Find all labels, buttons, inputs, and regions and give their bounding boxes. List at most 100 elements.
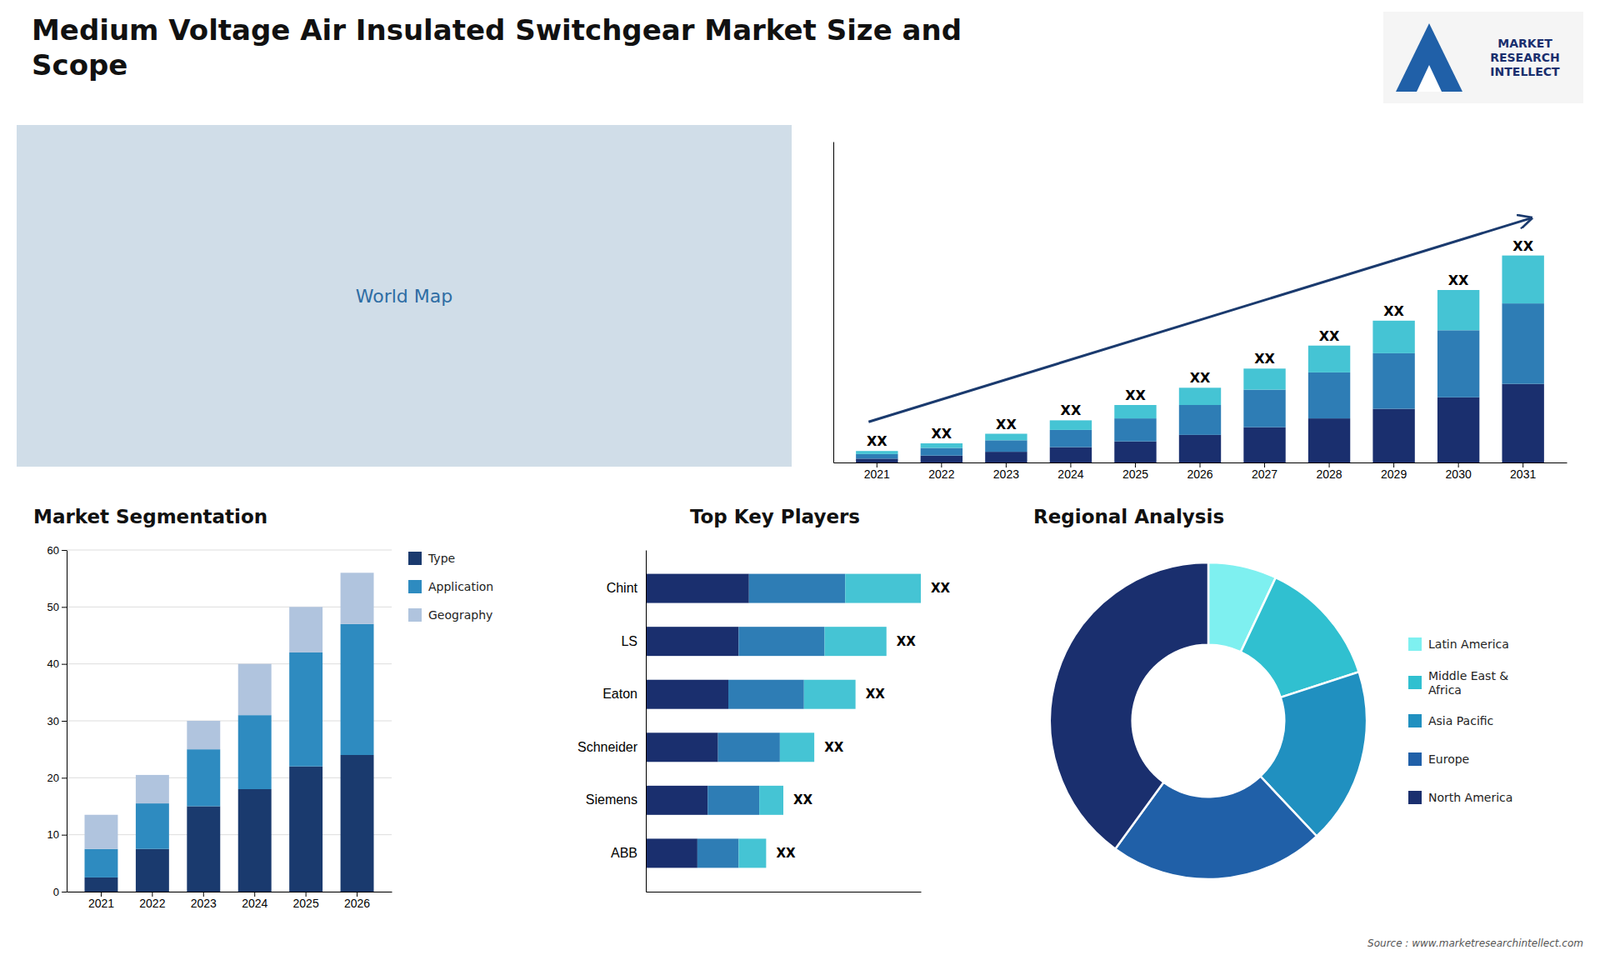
source: Source : www.marketresearchintellect.com xyxy=(1367,937,1584,950)
bar xyxy=(340,572,375,625)
tick-label: 2026 xyxy=(1186,467,1213,481)
bar xyxy=(728,680,805,710)
bar xyxy=(135,803,170,850)
tick: 2026 xyxy=(1186,462,1213,481)
tick-label: 2023 xyxy=(993,467,1020,481)
tick: 2031 xyxy=(1510,462,1536,481)
tick: 2024 xyxy=(241,891,268,910)
bar xyxy=(135,849,170,892)
logo-text: MARKETRESEARCHINTELLECT xyxy=(1490,36,1560,79)
axis: 202120222023202420252026 xyxy=(67,891,393,910)
bar xyxy=(1050,430,1092,448)
tick: 2023 xyxy=(190,891,217,910)
text-line: Asia Pacific xyxy=(1428,714,1494,728)
bar xyxy=(1243,427,1285,463)
text-line: INTELLECT xyxy=(1490,65,1560,79)
tick: ABB xyxy=(610,845,646,860)
tick-mark xyxy=(61,664,67,665)
series xyxy=(84,572,374,849)
tick: LS xyxy=(620,634,646,649)
bar xyxy=(645,838,698,868)
bar-label: XX xyxy=(793,792,814,808)
bar xyxy=(780,732,815,762)
tick-label: Eaton xyxy=(602,686,638,701)
legend-label: North America xyxy=(1428,790,1513,805)
legend-swatch xyxy=(408,551,422,565)
legend-item: North America xyxy=(1408,790,1513,805)
bar-label: XX xyxy=(995,416,1017,433)
tick: 2030 xyxy=(1445,462,1472,481)
tick-label: 10 xyxy=(47,828,60,841)
slices xyxy=(1050,562,1367,880)
axis: 0102030405060 xyxy=(47,544,68,899)
legend: TypeApplicationGeography xyxy=(408,551,494,622)
legend-label: Type xyxy=(427,551,455,565)
tick: Chint xyxy=(606,580,646,595)
bar xyxy=(1114,418,1156,442)
tick-label: 2029 xyxy=(1380,467,1407,481)
logo-background xyxy=(1383,11,1584,104)
bar-label: XX xyxy=(824,740,845,755)
series xyxy=(645,574,750,869)
tick: 10 xyxy=(47,828,67,841)
bar xyxy=(985,440,1027,452)
tick-mark xyxy=(61,606,67,608)
bar xyxy=(289,766,323,892)
bar xyxy=(855,458,898,463)
tick: Schneider xyxy=(577,740,646,755)
tick-mark xyxy=(61,835,67,836)
series xyxy=(738,574,921,869)
map-panel: World Map xyxy=(16,125,792,467)
axis: Chint LS Eaton Schneider Siemens ABB xyxy=(577,550,647,893)
chart-title: Regional Analysis xyxy=(1033,505,1225,528)
bar xyxy=(84,815,118,850)
legend-label: Asia Pacific xyxy=(1428,714,1494,728)
bar xyxy=(1179,387,1221,405)
legend-swatch xyxy=(408,580,422,594)
bar xyxy=(1308,345,1350,373)
text-line: Africa xyxy=(1428,683,1462,697)
axis-line xyxy=(67,891,393,893)
bar xyxy=(718,732,780,762)
text-line: Middle East & xyxy=(1428,669,1509,683)
bar-label: XX xyxy=(866,433,888,450)
legend-label: Europe xyxy=(1428,752,1470,766)
tick-label: 20 xyxy=(47,771,60,785)
bar xyxy=(84,849,118,878)
text-line: Medium Voltage Air Insulated Switchgear … xyxy=(31,13,962,47)
bar xyxy=(645,732,719,762)
bar xyxy=(186,720,220,750)
tick-label: 2031 xyxy=(1510,467,1536,481)
bar xyxy=(1050,447,1092,463)
legend-swatch xyxy=(1408,675,1422,690)
tick-label: 2027 xyxy=(1251,467,1278,481)
tick: 2021 xyxy=(88,891,115,910)
tick-label: 60 xyxy=(47,544,60,557)
legend: Latin AmericaMiddle East &AfricaAsia Pac… xyxy=(1408,637,1513,805)
bar xyxy=(985,451,1027,463)
tick-label: Schneider xyxy=(577,740,639,755)
tick: Eaton xyxy=(602,686,646,701)
bar xyxy=(1437,330,1480,397)
bar xyxy=(985,434,1027,441)
bar-label: XX xyxy=(1125,387,1146,404)
tick: 2028 xyxy=(1315,462,1342,481)
tick-label: 2026 xyxy=(344,896,370,910)
text-line: Europe xyxy=(1428,752,1470,766)
tick-label: 40 xyxy=(47,657,60,670)
bar xyxy=(920,443,963,449)
tick-label: Chint xyxy=(606,580,639,595)
bar xyxy=(1437,290,1480,330)
text-line: MARKET xyxy=(1497,36,1553,50)
bar xyxy=(759,785,784,815)
axis-line xyxy=(66,550,68,893)
bar xyxy=(1501,255,1544,304)
logo-shape xyxy=(1416,65,1442,92)
bar xyxy=(1179,405,1221,435)
legend-swatch xyxy=(1408,637,1422,651)
bar xyxy=(340,755,375,892)
bar-labels: XXXXXXXXXXXX xyxy=(775,580,950,861)
bar xyxy=(1179,435,1221,463)
tick: Siemens xyxy=(585,792,646,807)
bar xyxy=(855,450,898,455)
